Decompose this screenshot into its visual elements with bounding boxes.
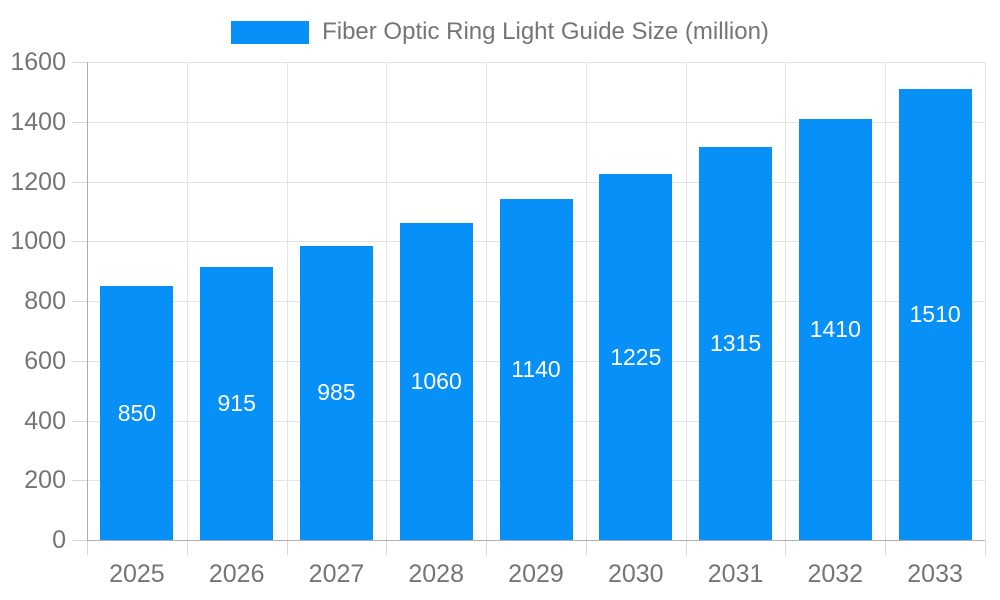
- y-axis-tick-label: 600: [24, 346, 66, 375]
- bar-value-label: 1060: [410, 368, 462, 395]
- y-axis-tick-label: 400: [24, 406, 66, 435]
- gridline-vertical: [286, 62, 288, 540]
- x-axis-tick: [87, 541, 88, 555]
- gridline-vertical: [386, 62, 388, 540]
- x-axis-tick-label: 2030: [607, 560, 664, 588]
- gridline-horizontal: [88, 181, 985, 183]
- bar[interactable]: 1060: [399, 223, 473, 540]
- y-axis-line: [87, 62, 88, 555]
- x-axis-line: [72, 540, 985, 541]
- bar-value-label: 985: [317, 379, 356, 406]
- bar[interactable]: 1225: [599, 174, 673, 540]
- bar[interactable]: 1510: [898, 88, 972, 540]
- bar[interactable]: 1410: [798, 118, 872, 540]
- y-axis-tick-label: 200: [24, 466, 66, 495]
- gridline-vertical: [486, 62, 488, 540]
- x-axis-tick: [286, 541, 288, 555]
- bar[interactable]: 1140: [499, 199, 573, 540]
- x-axis-tick-label: 2025: [109, 560, 165, 588]
- x-axis-tick: [386, 541, 388, 555]
- bar-value-label: 1225: [610, 343, 662, 370]
- bar[interactable]: 850: [100, 286, 174, 540]
- gridline-horizontal: [88, 121, 985, 123]
- y-axis-tick: [72, 241, 87, 243]
- y-axis-tick-label: 0: [52, 526, 66, 554]
- gridline-vertical: [885, 62, 887, 540]
- bar-value-label: 1140: [511, 356, 561, 383]
- y-axis-tick: [72, 480, 87, 482]
- y-axis-tick: [72, 62, 87, 63]
- x-axis-tick-label: 2032: [807, 560, 864, 588]
- gridline-horizontal: [88, 62, 985, 63]
- gridline-vertical: [685, 62, 687, 540]
- x-axis-tick-label: 2028: [408, 560, 464, 588]
- x-axis-tick: [585, 541, 587, 555]
- y-axis-tick-label: 1600: [10, 48, 66, 76]
- x-axis-tick: [785, 541, 787, 555]
- y-axis-tick: [72, 420, 87, 422]
- y-axis-tick-label: 800: [24, 287, 66, 315]
- y-axis-tick: [72, 540, 87, 541]
- x-axis-tick: [985, 541, 986, 555]
- bar[interactable]: 1315: [699, 147, 773, 540]
- bar-value-label: 850: [117, 399, 157, 426]
- legend-label: Fiber Optic Ring Light Guide Size (milli…: [322, 18, 769, 45]
- x-axis-tick-label: 2026: [208, 560, 265, 588]
- y-axis-tick-label: 1200: [10, 167, 66, 196]
- x-axis-tick-label: 2031: [707, 560, 764, 588]
- y-axis-tick-label: 1000: [10, 227, 66, 256]
- x-axis-tick: [186, 541, 188, 555]
- x-axis-tick-label: 2029: [508, 560, 564, 588]
- y-axis-tick: [72, 121, 87, 123]
- gridline-vertical: [785, 62, 787, 540]
- gridline-vertical: [186, 62, 188, 540]
- y-axis-tick: [72, 360, 87, 362]
- x-axis-tick: [685, 541, 687, 555]
- legend-swatch-icon: [231, 20, 310, 44]
- y-axis-tick: [72, 301, 87, 302]
- x-axis-tick: [486, 541, 488, 555]
- x-axis-tick-label: 2027: [308, 560, 365, 588]
- gridline-vertical: [585, 62, 587, 540]
- y-axis-tick-label: 1400: [10, 107, 66, 136]
- legend-item[interactable]: Fiber Optic Ring Light Guide Size (milli…: [0, 18, 1000, 46]
- y-axis-tick: [72, 181, 87, 183]
- bar[interactable]: 985: [299, 245, 373, 540]
- bar-value-label: 1410: [809, 315, 861, 342]
- bar[interactable]: 915: [200, 266, 274, 540]
- bar-value-label: 1510: [909, 300, 961, 327]
- x-axis-tick-label: 2033: [907, 560, 963, 588]
- x-axis-tick: [885, 541, 887, 555]
- bar-value-label: 1315: [710, 330, 762, 357]
- gridline-vertical: [985, 62, 986, 540]
- bar-value-label: 915: [217, 389, 256, 416]
